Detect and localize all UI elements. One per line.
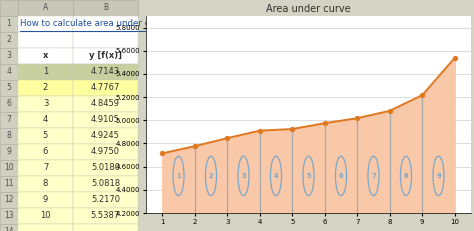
- FancyBboxPatch shape: [73, 176, 138, 192]
- FancyBboxPatch shape: [73, 96, 138, 112]
- Text: 7: 7: [371, 173, 376, 179]
- Text: 4: 4: [273, 173, 278, 179]
- FancyBboxPatch shape: [73, 144, 138, 160]
- Text: 6: 6: [43, 148, 48, 156]
- Text: 8: 8: [7, 131, 11, 140]
- FancyBboxPatch shape: [73, 208, 138, 224]
- Text: 5.0180: 5.0180: [91, 164, 120, 173]
- FancyBboxPatch shape: [18, 80, 73, 96]
- Text: 9: 9: [43, 195, 48, 204]
- FancyBboxPatch shape: [0, 64, 18, 80]
- Text: 6: 6: [339, 173, 343, 179]
- FancyBboxPatch shape: [0, 48, 18, 64]
- FancyBboxPatch shape: [18, 48, 73, 64]
- Text: 4.7143: 4.7143: [91, 67, 120, 76]
- Text: 6: 6: [7, 100, 11, 109]
- FancyBboxPatch shape: [18, 160, 73, 176]
- Text: 1: 1: [7, 19, 11, 28]
- Text: B: B: [103, 3, 108, 12]
- Text: 2: 2: [43, 83, 48, 92]
- Text: 4.7767: 4.7767: [91, 83, 120, 92]
- Text: 10: 10: [4, 164, 14, 173]
- FancyBboxPatch shape: [0, 16, 18, 32]
- Text: 5.0818: 5.0818: [91, 179, 120, 188]
- Text: 11: 11: [4, 179, 14, 188]
- Text: 2: 2: [209, 173, 213, 179]
- FancyBboxPatch shape: [73, 48, 138, 64]
- Text: 5: 5: [7, 83, 11, 92]
- Text: 4: 4: [7, 67, 11, 76]
- Text: 4.9750: 4.9750: [91, 148, 120, 156]
- FancyBboxPatch shape: [0, 80, 18, 96]
- Text: 8: 8: [43, 179, 48, 188]
- FancyBboxPatch shape: [73, 0, 138, 16]
- Text: 5: 5: [43, 131, 48, 140]
- FancyBboxPatch shape: [73, 80, 138, 96]
- Text: 2: 2: [7, 36, 11, 45]
- FancyBboxPatch shape: [73, 16, 138, 32]
- FancyBboxPatch shape: [73, 224, 138, 231]
- FancyBboxPatch shape: [18, 176, 73, 192]
- Text: 3: 3: [43, 100, 48, 109]
- FancyBboxPatch shape: [0, 96, 18, 112]
- Text: 14: 14: [4, 228, 14, 231]
- Text: 5.5387: 5.5387: [91, 212, 120, 221]
- FancyBboxPatch shape: [0, 144, 18, 160]
- FancyBboxPatch shape: [0, 208, 18, 224]
- FancyBboxPatch shape: [73, 112, 138, 128]
- Text: 4: 4: [43, 116, 48, 125]
- Text: 1: 1: [43, 67, 48, 76]
- Text: x: x: [43, 52, 48, 61]
- Text: How to calculate area under curve in Excel: How to calculate area under curve in Exc…: [20, 19, 205, 28]
- FancyBboxPatch shape: [0, 0, 18, 16]
- FancyBboxPatch shape: [18, 64, 73, 80]
- FancyBboxPatch shape: [18, 112, 73, 128]
- Text: 9: 9: [7, 148, 11, 156]
- FancyBboxPatch shape: [18, 96, 73, 112]
- FancyBboxPatch shape: [73, 64, 138, 80]
- Text: 5: 5: [306, 173, 311, 179]
- FancyBboxPatch shape: [0, 112, 18, 128]
- FancyBboxPatch shape: [18, 32, 73, 48]
- FancyBboxPatch shape: [73, 128, 138, 144]
- FancyBboxPatch shape: [18, 208, 73, 224]
- Text: 4.9245: 4.9245: [91, 131, 120, 140]
- Text: y [f(x)]: y [f(x)]: [89, 52, 122, 61]
- Title: Area under curve: Area under curve: [266, 4, 351, 14]
- FancyBboxPatch shape: [73, 160, 138, 176]
- Text: 3: 3: [7, 52, 11, 61]
- FancyBboxPatch shape: [0, 160, 18, 176]
- FancyBboxPatch shape: [18, 144, 73, 160]
- Text: 8: 8: [404, 173, 408, 179]
- Text: A: A: [43, 3, 48, 12]
- FancyBboxPatch shape: [0, 32, 18, 48]
- FancyBboxPatch shape: [0, 192, 18, 208]
- FancyBboxPatch shape: [18, 16, 73, 32]
- FancyBboxPatch shape: [0, 128, 18, 144]
- Text: 7: 7: [7, 116, 11, 125]
- FancyBboxPatch shape: [18, 224, 73, 231]
- Text: 7: 7: [43, 164, 48, 173]
- Text: 4.8459: 4.8459: [91, 100, 120, 109]
- Text: 9: 9: [436, 173, 441, 179]
- Text: 12: 12: [4, 195, 14, 204]
- Text: 10: 10: [40, 212, 51, 221]
- Text: 5.2170: 5.2170: [91, 195, 120, 204]
- FancyBboxPatch shape: [18, 0, 73, 16]
- FancyBboxPatch shape: [73, 32, 138, 48]
- Text: 3: 3: [241, 173, 246, 179]
- Text: 13: 13: [4, 212, 14, 221]
- FancyBboxPatch shape: [18, 128, 73, 144]
- FancyBboxPatch shape: [0, 224, 18, 231]
- Text: 1: 1: [176, 173, 181, 179]
- Text: 4.9105: 4.9105: [91, 116, 120, 125]
- FancyBboxPatch shape: [0, 176, 18, 192]
- FancyBboxPatch shape: [18, 192, 73, 208]
- FancyBboxPatch shape: [73, 192, 138, 208]
